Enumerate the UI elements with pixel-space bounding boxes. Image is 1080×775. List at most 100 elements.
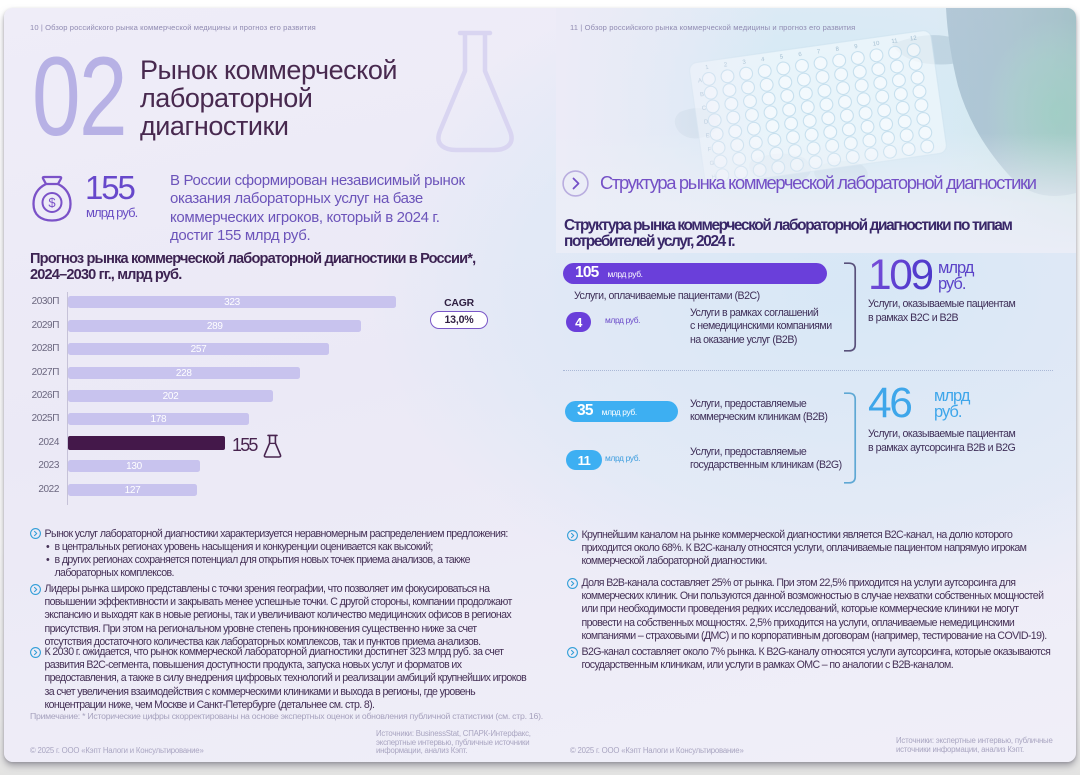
chevron-circle-bullet-icon bbox=[30, 528, 41, 539]
bracket-blue bbox=[844, 392, 857, 484]
total-46: 46 bbox=[868, 380, 913, 427]
chart-category-label: 2023 bbox=[38, 460, 59, 472]
page-left-sources: Источники: BusinessStat, СПАРК-Интерфакс… bbox=[376, 729, 531, 756]
total-46-unit: млрд руб. bbox=[934, 387, 970, 422]
bullet-text: Лидеры рынка широко представлены с точки… bbox=[44, 583, 513, 648]
bullet-item: Рынок услуг лабораторной диагностики хар… bbox=[30, 528, 508, 581]
chart-bar-value: 202 bbox=[162, 391, 179, 402]
chart-bar-value: 127 bbox=[124, 484, 141, 496]
chart-2024-value: 155 bbox=[232, 434, 258, 455]
chart-bar-highlight bbox=[68, 436, 226, 450]
bracket-purple bbox=[844, 262, 857, 352]
chart-category-label: 2028П bbox=[31, 343, 60, 355]
chart-bar: 178 bbox=[68, 413, 249, 426]
chart-bar-value: 323 bbox=[224, 297, 240, 309]
chart-bar: 130 bbox=[68, 460, 200, 473]
page-left-copyright: © 2025 г. ООО «Кэпт Налоги и Консультиро… bbox=[30, 746, 204, 755]
svg-text:6: 6 bbox=[798, 52, 803, 58]
total-109-label: Услуги, оказываемые пациентам в рамках B… bbox=[868, 298, 1016, 324]
chart-category-label: 2026П bbox=[31, 390, 60, 401]
bullet-subitem: в центральных регионах уровень насыщения… bbox=[45, 541, 508, 554]
pill-b2g-label: Услуги, предоставляемые государственным … bbox=[690, 445, 842, 472]
stat-description: В России сформирован независимый рынок о… bbox=[170, 172, 465, 245]
svg-text:5: 5 bbox=[779, 54, 784, 60]
stat-unit: млрд руб. bbox=[86, 205, 138, 220]
structure-subtitle: Структура рынка коммерческой лабораторно… bbox=[564, 217, 1013, 251]
chart-bar-value: 130 bbox=[126, 461, 142, 473]
page-left: 10 | Обзор российского рынка коммерческо… bbox=[4, 8, 543, 762]
total-109-unit: млрд руб. bbox=[938, 258, 974, 293]
chart-bar-value: 289 bbox=[206, 320, 223, 332]
page-right: ABCDEFGH123456789101112 11 | Обзор росси… bbox=[540, 8, 1076, 762]
chart-axis-line bbox=[67, 292, 68, 505]
svg-text:9: 9 bbox=[854, 44, 859, 50]
chart-category-label: 2027П bbox=[31, 366, 60, 378]
chart-category-label: 2025П bbox=[31, 413, 60, 425]
bar-b2b-label: Услуги, предоставляемые коммерческим кли… bbox=[690, 397, 828, 424]
slide: 10 | Обзор российского рынка коммерческо… bbox=[4, 8, 1076, 762]
chart-title: Прогноз рынка коммерческой лабораторной … bbox=[30, 250, 476, 284]
chart-category-label: 2030П bbox=[31, 296, 60, 308]
pill-b2b-nonmed-label: Услуги в рамках соглашений с немедицинск… bbox=[690, 306, 832, 346]
footnote: Примечание: * Исторические цифры скоррек… bbox=[30, 710, 543, 721]
cagr-badge: 13,0% bbox=[430, 311, 488, 329]
svg-text:11: 11 bbox=[891, 38, 899, 45]
flask-small-icon bbox=[263, 434, 281, 458]
bullet-item: К 2030 г. ожидается, что рынок коммерчес… bbox=[30, 646, 527, 712]
chevron-circle-bullet-icon bbox=[567, 529, 578, 541]
chart-bar: 202 bbox=[68, 390, 274, 402]
cagr-label: CAGR bbox=[444, 298, 474, 309]
money-bag-icon: $ bbox=[32, 175, 72, 222]
pill-b2g: 11 bbox=[566, 450, 602, 470]
chart-category-label: 2029П bbox=[31, 319, 60, 331]
chevron-circle-bullet-icon bbox=[30, 583, 41, 595]
svg-text:10: 10 bbox=[873, 41, 881, 48]
bullet-item: B2G-канал составляет около 7% рынка. К B… bbox=[567, 646, 1051, 672]
chart-bar: 289 bbox=[68, 319, 362, 332]
forecast-bar-chart: 2030П 323 2029П 289 2028П 257 2027П 228 2026П 202… bbox=[4, 8, 540, 762]
chart-bar-value: 178 bbox=[150, 414, 167, 426]
lab-microplate-photo: ABCDEFGH123456789101112 bbox=[556, 8, 1076, 253]
bullet-text: Рынок услуг лабораторной диагностики хар… bbox=[45, 528, 509, 581]
chart-bar: 228 bbox=[68, 366, 300, 379]
pill-b2b-nonmed-unit: млрд руб. bbox=[605, 314, 641, 325]
bullet-text: Доля B2B-канала составляет 25% от рынка.… bbox=[581, 577, 1048, 642]
bar-b2c: 105 млрд руб. bbox=[563, 263, 827, 284]
flask-watermark-icon bbox=[436, 30, 514, 153]
bar-b2b-value: 35 bbox=[577, 402, 593, 420]
bullet-text: Крупнейшим каналом на рынке коммерческой… bbox=[581, 529, 1027, 568]
chevron-circle-bullet-icon bbox=[567, 577, 578, 589]
pill-b2g-unit: млрд руб. bbox=[605, 452, 641, 463]
chevron-circle-bullet-icon bbox=[567, 646, 578, 658]
bar-b2c-value: 105 bbox=[575, 264, 599, 282]
svg-text:8: 8 bbox=[835, 46, 840, 52]
bar-b2b-unit: млрд руб. bbox=[601, 407, 638, 418]
total-46-label: Услуги, оказываемые пациентам в рамках а… bbox=[868, 428, 1016, 454]
bullet-item: Крупнейшим каналом на рынке коммерческой… bbox=[567, 529, 1027, 569]
page-right-header: 11 | Обзор российского рынка коммерческо… bbox=[570, 23, 856, 32]
page-right-sources: Источники: экспертные интервью, публичны… bbox=[896, 736, 1053, 754]
bullet-item: Лидеры рынка широко представлены с точки… bbox=[30, 583, 512, 649]
pill-b2b-nonmed: 4 bbox=[566, 312, 591, 332]
bullet-text: B2G-канал составляет около 7% рынка. К B… bbox=[581, 646, 1051, 672]
svg-text:12: 12 bbox=[910, 36, 918, 43]
stat-value: 155 bbox=[85, 169, 136, 206]
chart-bar: 323 bbox=[68, 296, 396, 309]
page-left-header: 10 | Обзор российского рынка коммерческо… bbox=[30, 23, 316, 32]
section-heading: Структура рынка коммерческой лабораторно… bbox=[600, 172, 1037, 193]
page-left-title: Рынок коммерческой лабораторной диагност… bbox=[140, 55, 398, 142]
chevron-circle-bullet-icon bbox=[30, 646, 41, 658]
bullet-sublist: в центральных регионах уровень насыщения… bbox=[45, 541, 508, 581]
bar-b2c-label: Услуги, оплачиваемые пациентами (B2C) bbox=[574, 289, 760, 302]
dotted-divider bbox=[563, 370, 1053, 371]
bullet-text: К 2030 г. ожидается, что рынок коммерчес… bbox=[44, 646, 527, 711]
chart-bar: 257 bbox=[68, 343, 329, 356]
svg-text:7: 7 bbox=[817, 49, 822, 55]
chart-category-label: 2022 bbox=[38, 483, 59, 495]
bullet-item: Доля B2B-канала составляет 25% от рынка.… bbox=[567, 577, 1047, 643]
chart-category-label: 2024 bbox=[38, 436, 59, 448]
bar-b2b: 35 млрд руб. bbox=[565, 401, 678, 422]
chart-bar: 127 bbox=[68, 483, 197, 496]
total-109: 109 bbox=[868, 252, 934, 299]
